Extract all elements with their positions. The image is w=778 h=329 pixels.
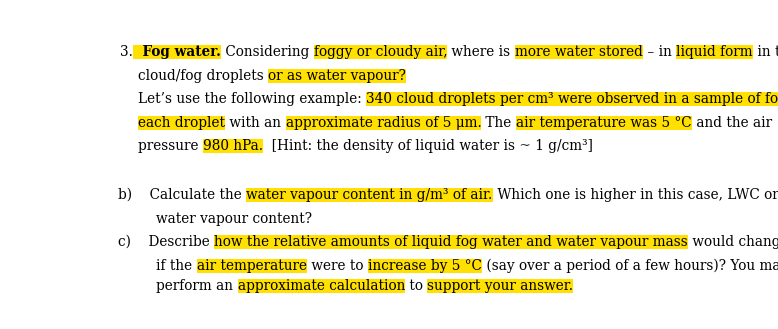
Text: Considering: Considering <box>221 45 314 59</box>
FancyBboxPatch shape <box>366 92 778 106</box>
Text: [Hint: the density of liquid water is ~ 1 g/cm³]: [Hint: the density of liquid water is ~ … <box>263 139 593 153</box>
Text: Let’s use the following example:: Let’s use the following example: <box>138 92 366 106</box>
Text: water vapour content in g/m³ of air.: water vapour content in g/m³ of air. <box>247 188 492 202</box>
Text: air temperature: air temperature <box>197 259 307 272</box>
Text: increase by 5 °C: increase by 5 °C <box>368 259 482 272</box>
FancyBboxPatch shape <box>138 115 226 130</box>
Text: or as water vapour?: or as water vapour? <box>268 68 406 83</box>
FancyBboxPatch shape <box>268 68 406 83</box>
Text: air temperature was 5 °C: air temperature was 5 °C <box>516 115 692 130</box>
Text: each droplet: each droplet <box>138 115 226 130</box>
Text: – in: – in <box>643 45 676 59</box>
Text: Fog water.: Fog water. <box>133 45 221 59</box>
FancyBboxPatch shape <box>133 45 221 59</box>
FancyBboxPatch shape <box>427 279 573 293</box>
Text: approximate radius of 5 μm.: approximate radius of 5 μm. <box>286 115 482 130</box>
Text: if the: if the <box>156 259 197 272</box>
FancyBboxPatch shape <box>516 115 692 130</box>
FancyBboxPatch shape <box>368 259 482 272</box>
Text: pressure: pressure <box>138 139 203 153</box>
Text: in the: in the <box>752 45 778 59</box>
FancyBboxPatch shape <box>676 45 752 59</box>
Text: with an: with an <box>226 115 286 130</box>
Text: how the relative amounts of liquid fog water and water vapour mass: how the relative amounts of liquid fog w… <box>215 235 689 249</box>
Text: Which one is higher in this case, LWC or: Which one is higher in this case, LWC or <box>492 188 778 202</box>
Text: The: The <box>482 115 516 130</box>
Text: to: to <box>405 279 427 293</box>
Text: were to: were to <box>307 259 368 272</box>
Text: where is: where is <box>447 45 515 59</box>
FancyBboxPatch shape <box>314 45 447 59</box>
FancyBboxPatch shape <box>515 45 643 59</box>
FancyBboxPatch shape <box>247 188 492 202</box>
Text: and the air: and the air <box>692 115 772 130</box>
Text: foggy or cloudy air,: foggy or cloudy air, <box>314 45 447 59</box>
FancyBboxPatch shape <box>286 115 482 130</box>
Text: (say over a period of a few hours)? You may: (say over a period of a few hours)? You … <box>482 258 778 272</box>
Text: 980 hPa.: 980 hPa. <box>203 139 263 153</box>
Text: would change: would change <box>689 235 778 249</box>
Text: b)    Calculate the: b) Calculate the <box>118 188 247 202</box>
Text: c)    Describe: c) Describe <box>118 235 215 249</box>
FancyBboxPatch shape <box>215 235 689 249</box>
Text: approximate calculation: approximate calculation <box>238 279 405 293</box>
FancyBboxPatch shape <box>197 259 307 272</box>
Text: more water stored: more water stored <box>515 45 643 59</box>
Text: cloud/fog droplets: cloud/fog droplets <box>138 68 268 83</box>
Text: water vapour content?: water vapour content? <box>156 212 312 226</box>
Text: liquid form: liquid form <box>676 45 752 59</box>
Text: 3.: 3. <box>120 45 133 59</box>
Text: support your answer.: support your answer. <box>427 279 573 293</box>
Text: perform an: perform an <box>156 279 238 293</box>
FancyBboxPatch shape <box>238 279 405 293</box>
FancyBboxPatch shape <box>203 139 263 153</box>
Text: 340 cloud droplets per cm³ were observed in a sample of fog,: 340 cloud droplets per cm³ were observed… <box>366 92 778 106</box>
